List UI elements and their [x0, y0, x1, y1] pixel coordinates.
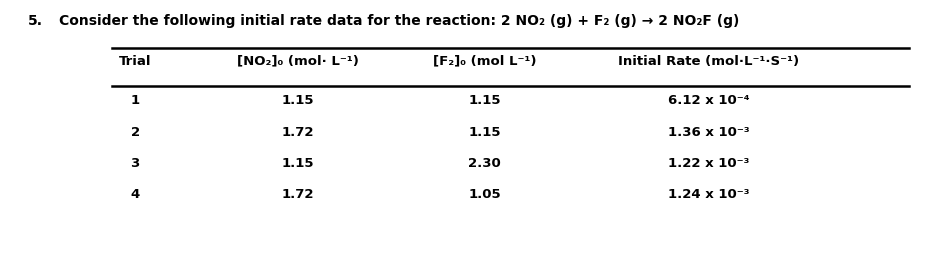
- Text: 1.72: 1.72: [282, 188, 314, 201]
- Text: Initial Rate (mol·L⁻¹·S⁻¹): Initial Rate (mol·L⁻¹·S⁻¹): [618, 55, 799, 68]
- Text: 4: 4: [130, 188, 140, 201]
- Text: 2.30: 2.30: [468, 157, 501, 170]
- Text: 3: 3: [130, 157, 140, 170]
- Text: 2: 2: [130, 126, 140, 139]
- Text: 1.15: 1.15: [282, 94, 314, 107]
- Text: Trial: Trial: [119, 55, 151, 68]
- Text: 1.15: 1.15: [469, 94, 500, 107]
- Text: 1.72: 1.72: [282, 126, 314, 139]
- Text: 5.: 5.: [28, 14, 43, 28]
- Text: 1: 1: [130, 94, 140, 107]
- Text: 1.22 x 10⁻³: 1.22 x 10⁻³: [667, 157, 749, 170]
- Text: 1.15: 1.15: [282, 157, 314, 170]
- Text: 6.12 x 10⁻⁴: 6.12 x 10⁻⁴: [667, 94, 749, 107]
- Text: Consider the following initial rate data for the reaction: 2 NO₂ (g) + F₂ (g) → : Consider the following initial rate data…: [59, 14, 739, 28]
- Text: [NO₂]₀ (mol· L⁻¹): [NO₂]₀ (mol· L⁻¹): [238, 55, 359, 68]
- Text: 1.15: 1.15: [469, 126, 500, 139]
- Text: 1.05: 1.05: [468, 188, 501, 201]
- Text: 1.36 x 10⁻³: 1.36 x 10⁻³: [667, 126, 749, 139]
- Text: [F₂]₀ (mol L⁻¹): [F₂]₀ (mol L⁻¹): [432, 55, 537, 68]
- Text: 1.24 x 10⁻³: 1.24 x 10⁻³: [667, 188, 749, 201]
